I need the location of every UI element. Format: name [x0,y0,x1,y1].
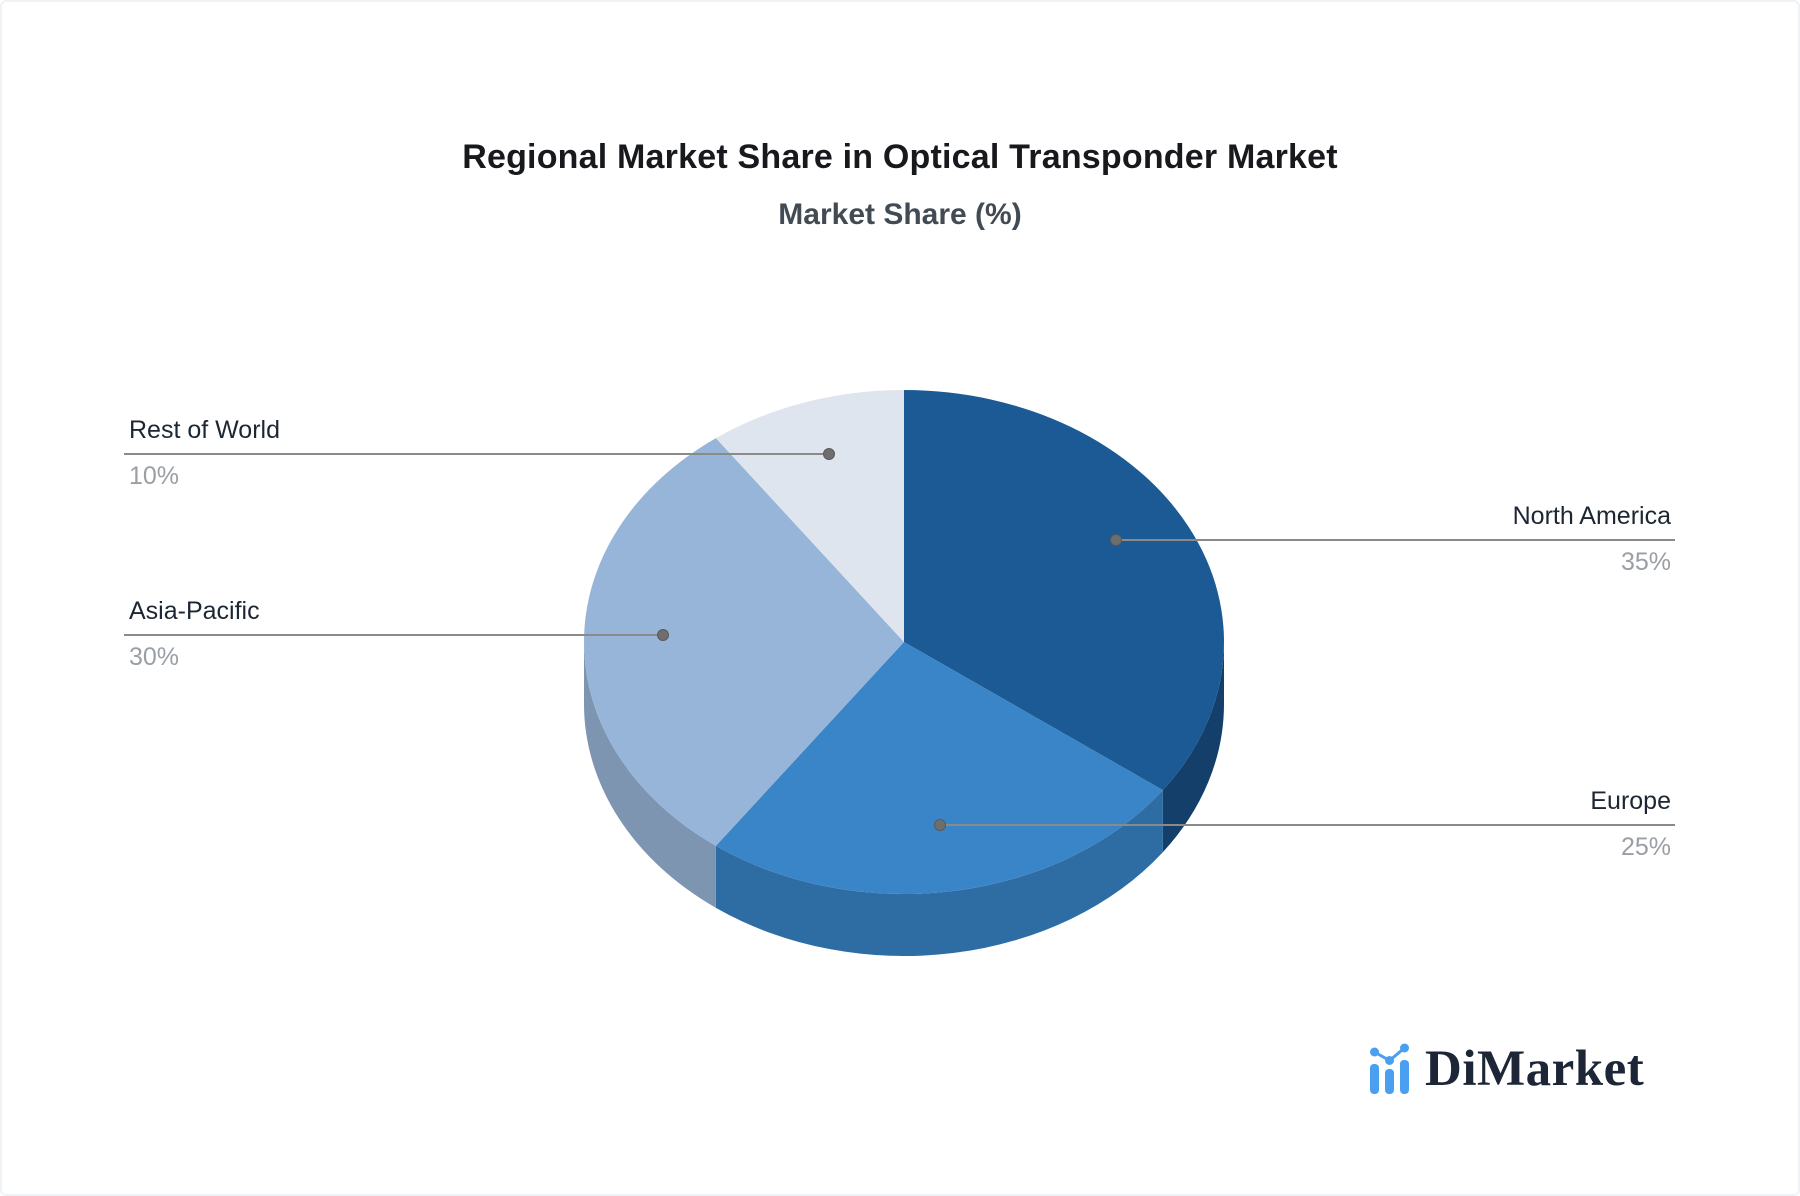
chart-title: Regional Market Share in Optical Transpo… [462,138,1338,176]
slice-label-north-america: North America [1512,502,1671,530]
callout-rest-of-world-pct: 10% [129,462,179,491]
leader-dot-asia-pacific [657,629,669,641]
leader-dot-north-america [1110,534,1122,546]
leader-dot-rest-of-world [823,448,835,460]
pie-slice-side-north-america[interactable] [1162,642,1224,853]
slice-label-rest-of-world: Rest of World [129,416,280,444]
callout-asia-pacific: Asia-Pacific [129,597,260,626]
slice-percent-asia-pacific: 30% [129,643,180,671]
brand-logo-icon [1370,1043,1409,1094]
brand-logo-text: DiMarket [1425,1041,1645,1097]
callout-north-america: North America [1513,502,1671,531]
slice-percent-north-america: 35% [1620,548,1671,576]
callout-north-america-pct: 35% [1621,548,1671,577]
callout-rest-of-world: Rest of World [129,416,280,445]
callout-europe-pct: 25% [1621,833,1671,862]
chart-subtitle: Market Share (%) [778,198,1022,231]
pie-slice-europe[interactable] [715,642,1163,895]
pie-slice-side-asia-pacific[interactable] [584,642,716,908]
slice-label-asia-pacific: Asia-Pacific [129,597,260,625]
pie-slice-north-america[interactable] [904,390,1225,791]
slice-percent-europe: 25% [1620,833,1671,861]
callout-europe: Europe [1590,787,1671,816]
leader-dot-europe [934,819,946,831]
slice-label-europe: Europe [1590,787,1671,815]
pie-slice-side-europe[interactable] [715,790,1163,957]
brand-logo: DiMarket [1370,1040,1645,1097]
callout-asia-pacific-pct: 30% [129,643,179,672]
slice-percent-rest-of-world: 10% [129,462,180,490]
pie-slice-asia-pacific[interactable] [583,438,904,846]
